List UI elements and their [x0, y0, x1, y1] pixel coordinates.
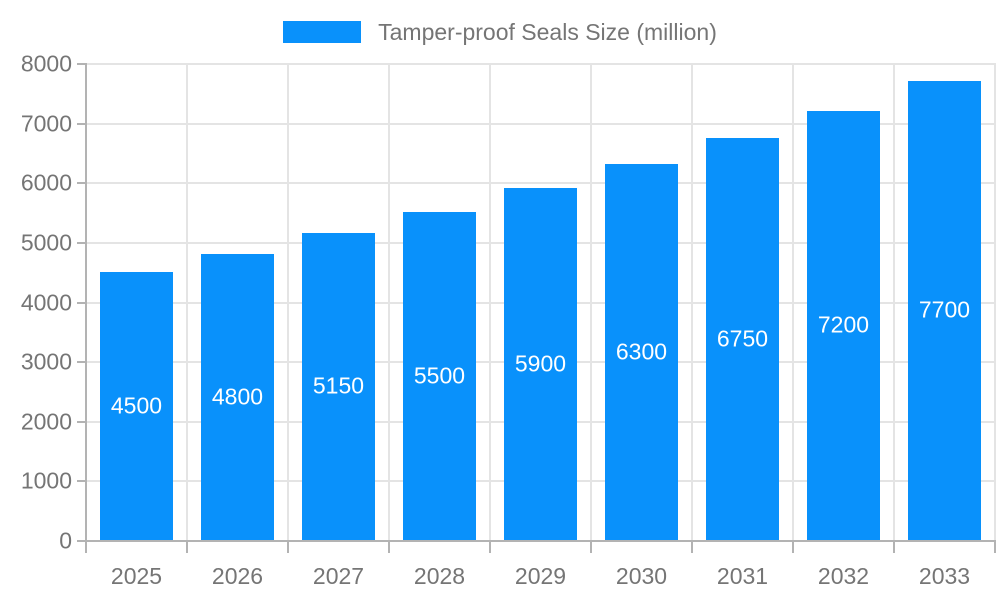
x-gridline	[186, 63, 188, 540]
x-tick-mark	[388, 540, 390, 553]
y-tick-mark	[77, 301, 86, 304]
x-gridline	[994, 63, 996, 540]
plot-area: 4500 4800 5150 5500 5900 6300 6750 7200 7700	[86, 63, 996, 540]
x-gridline	[388, 63, 390, 540]
bar: 7200	[806, 110, 881, 540]
y-tick-label: 4000	[20, 289, 72, 315]
x-tick-label: 2028	[413, 563, 466, 589]
x-tick-mark	[85, 540, 87, 553]
x-tick-mark	[186, 540, 188, 553]
y-tick-label: 8000	[20, 50, 72, 77]
y-gridline	[86, 63, 995, 65]
y-axis-line	[85, 63, 87, 553]
x-gridline	[489, 63, 491, 540]
y-tick-label: 6000	[20, 169, 72, 196]
bar: 4800	[200, 253, 275, 540]
x-gridline	[893, 63, 895, 540]
y-gridline	[86, 182, 995, 185]
x-gridline	[691, 63, 693, 540]
x-gridline	[287, 63, 289, 540]
x-tick-label: 2029	[514, 563, 567, 589]
y-tick-mark	[77, 420, 86, 423]
legend: Tamper-proof Seals Size (million)	[0, 18, 1000, 46]
x-tick-mark	[590, 540, 592, 553]
x-tick-label: 2031	[716, 563, 769, 589]
bar: 6300	[604, 164, 679, 540]
y-tick-mark	[77, 480, 86, 483]
bar: 5500	[402, 212, 477, 540]
x-tick-mark	[792, 540, 794, 553]
x-tick-label: 2033	[918, 563, 971, 589]
y-tick-mark	[77, 63, 86, 65]
bar: 5150	[301, 232, 376, 540]
bar-value-label: 7700	[918, 296, 971, 323]
bar-value-label: 4500	[110, 392, 163, 419]
bar-value-label: 6750	[716, 325, 769, 352]
bar-value-label: 4800	[211, 383, 264, 410]
x-gridline	[792, 63, 794, 540]
y-tick-mark	[77, 241, 86, 244]
x-tick-label: 2030	[615, 563, 668, 589]
x-tick-mark	[994, 540, 996, 553]
x-tick-label: 2025	[110, 563, 163, 589]
y-tick-label: 7000	[20, 110, 72, 137]
bar: 4500	[99, 271, 174, 540]
bar-value-label: 5900	[514, 350, 567, 377]
x-tick-mark	[287, 540, 289, 553]
x-tick-mark	[691, 540, 693, 553]
y-tick-label: 0	[59, 527, 72, 554]
bar: 6750	[705, 137, 780, 540]
y-tick-label: 3000	[20, 348, 72, 375]
bar: 5900	[503, 188, 578, 540]
y-tick-label: 2000	[20, 408, 72, 435]
y-tick-label: 1000	[20, 467, 72, 494]
x-tick-mark	[489, 540, 491, 553]
legend-label: Tamper-proof Seals Size (million)	[378, 19, 717, 45]
bar-value-label: 6300	[615, 338, 668, 365]
y-gridline	[86, 122, 995, 125]
x-axis-line	[77, 540, 995, 542]
x-tick-mark	[893, 540, 895, 553]
bar-value-label: 7200	[817, 311, 870, 338]
x-tick-label: 2026	[211, 563, 264, 589]
x-gridline	[590, 63, 592, 540]
bar-value-label: 5150	[312, 372, 365, 399]
x-tick-label: 2027	[312, 563, 365, 589]
y-tick-mark	[77, 182, 86, 185]
y-tick-label: 5000	[20, 229, 72, 256]
y-tick-mark	[77, 122, 86, 125]
y-tick-mark	[77, 361, 86, 364]
bar-value-label: 5500	[413, 362, 466, 389]
legend-swatch	[283, 21, 362, 43]
bar: 7700	[907, 80, 982, 540]
x-tick-label: 2032	[817, 563, 870, 589]
